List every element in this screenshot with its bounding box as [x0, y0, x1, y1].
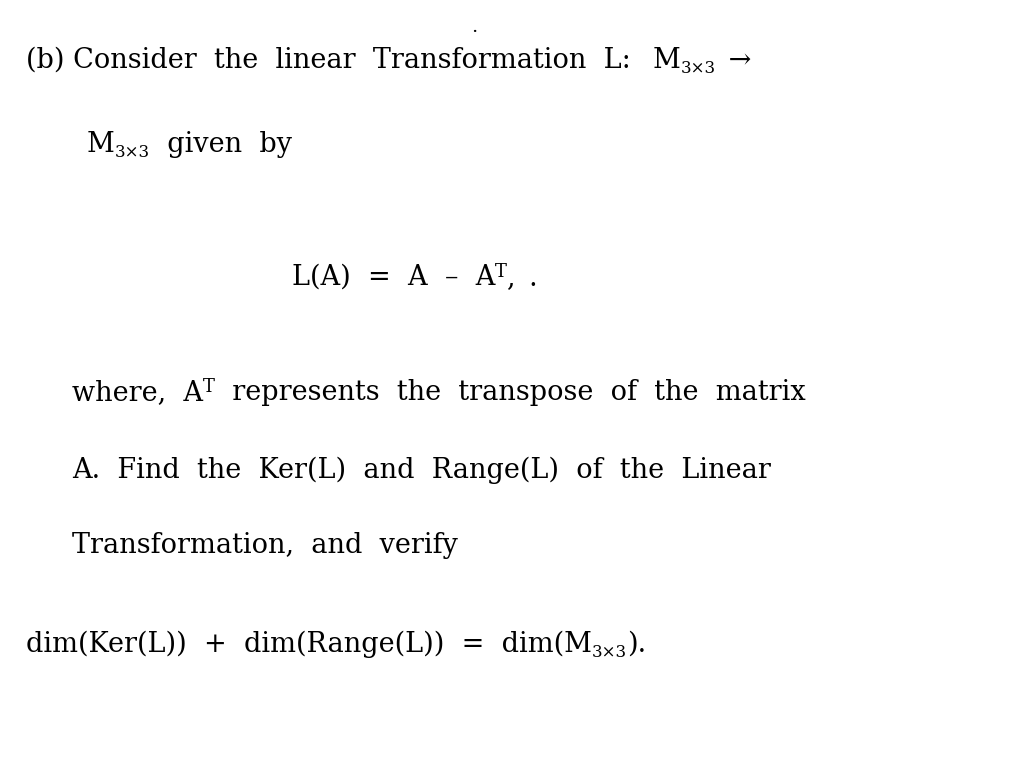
- Text: L(A)  =  A  –  A: L(A) = A – A: [292, 264, 496, 291]
- Text: M: M: [87, 131, 115, 158]
- Text: Transformation,  and  verify: Transformation, and verify: [72, 532, 458, 559]
- Text: 3×3: 3×3: [592, 644, 627, 661]
- Text: , .: , .: [507, 264, 538, 291]
- Text: T: T: [203, 378, 215, 396]
- Text: 3×3: 3×3: [680, 60, 716, 77]
- Text: .: .: [471, 18, 477, 36]
- Text: given  by: given by: [150, 131, 292, 158]
- Text: represents  the  transpose  of  the  matrix: represents the transpose of the matrix: [215, 379, 805, 406]
- Text: where,  A: where, A: [72, 379, 203, 406]
- Text: ).: ).: [627, 631, 646, 658]
- Text: 3×3: 3×3: [115, 144, 150, 161]
- Text: T: T: [496, 263, 507, 281]
- Text: A.  Find  the  Ker(L)  and  Range(L)  of  the  Linear: A. Find the Ker(L) and Range(L) of the L…: [72, 457, 770, 484]
- Text: (b) Consider  the  linear  Transformation  L:  M: (b) Consider the linear Transformation L…: [26, 47, 680, 74]
- Text: →: →: [716, 47, 752, 74]
- Text: dim(Ker(L))  +  dim(Range(L))  =  dim(M: dim(Ker(L)) + dim(Range(L)) = dim(M: [26, 631, 592, 658]
